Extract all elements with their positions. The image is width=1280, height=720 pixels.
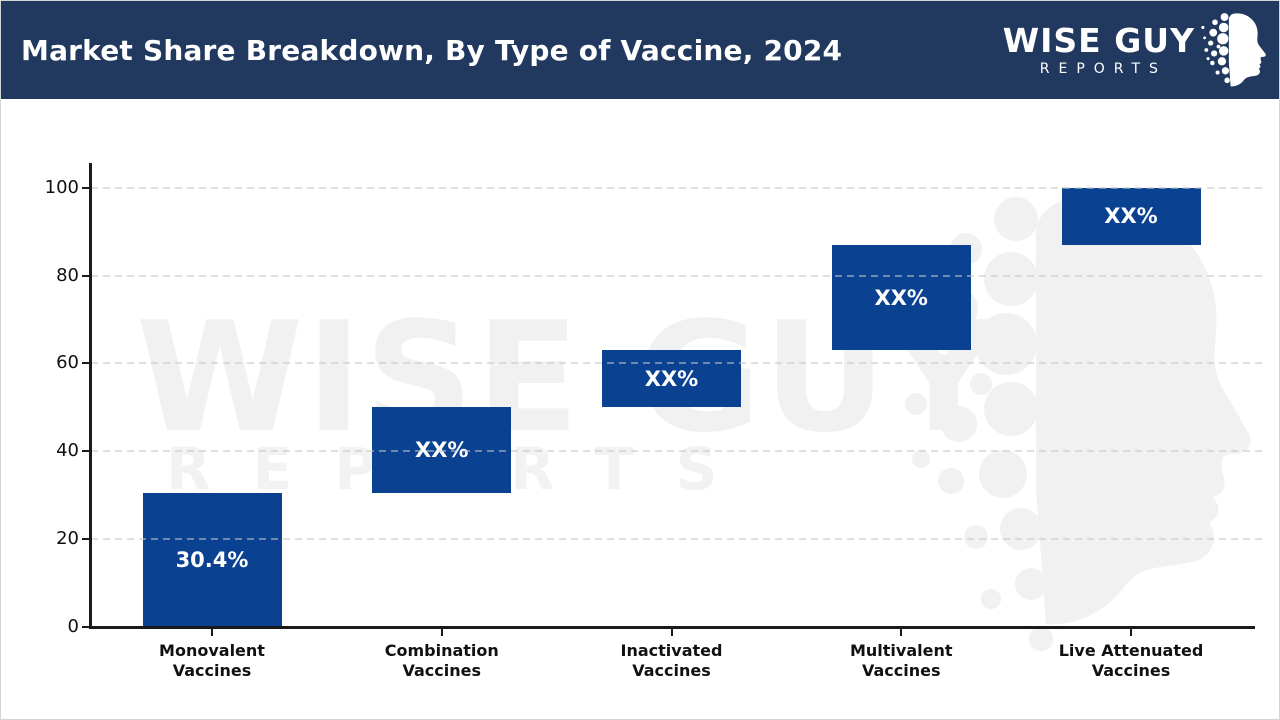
y-gridline (91, 186, 1263, 189)
bar: XX% (1061, 187, 1201, 245)
x-axis-tick (670, 628, 673, 636)
y-gridline (91, 537, 1263, 540)
plot-region: 0 20 40 60 80 100 30.4% Monovalent Vaccines XX% C… (1, 99, 1279, 719)
x-axis-category-label: Monovalent Vaccines (159, 641, 265, 680)
wise-guy-reports-logo: WISE GUY REPORTS (1003, 7, 1279, 93)
y-axis-tick (82, 362, 89, 365)
x-axis-tick (440, 628, 443, 636)
y-axis-tick-label: 60 (56, 352, 79, 374)
x-axis-tick (1130, 628, 1132, 636)
y-axis-tick (82, 450, 89, 453)
y-axis-tick (82, 186, 89, 189)
bar: 30.4% (142, 493, 282, 627)
logo-brand-bottom: REPORTS (1039, 61, 1167, 77)
y-gridline (91, 450, 1263, 453)
x-axis-line (89, 626, 1255, 629)
logo-brand-top: WISE GUY (1002, 21, 1195, 60)
header-bar: Market Share Breakdown, By Type of Vacci… (1, 1, 1279, 99)
logo-wordmark: WISE GUY REPORTS (1003, 24, 1195, 76)
bar-value-label: XX% (874, 285, 928, 310)
y-axis-tick (82, 625, 89, 628)
x-axis-tick (900, 628, 903, 636)
x-axis-category-label: Inactivated Vaccines (620, 641, 723, 680)
y-axis-tick (82, 537, 89, 540)
chart-area: WISE GUY REPORTS 02040608010030.4%Monova… (1, 99, 1279, 719)
y-gridline (91, 362, 1263, 365)
x-axis-tick (211, 628, 213, 636)
bar: XX% (602, 350, 741, 408)
y-axis-tick-label: 40 (56, 440, 79, 462)
y-axis-tick-label: 0 (67, 615, 79, 637)
y-axis-tick (82, 274, 89, 277)
y-axis-tick-label: 100 (44, 176, 79, 198)
dotted-head-profile-icon (1201, 13, 1266, 87)
x-axis-category-label: Live Attenuated Vaccines (1058, 641, 1204, 680)
bar-value-label: XX% (1104, 204, 1158, 229)
bar-value-label: XX% (644, 366, 699, 391)
y-axis-line (89, 163, 92, 628)
bar-value-label: 30.4% (175, 547, 249, 572)
x-axis-category-label: Multivalent Vaccines (849, 641, 953, 680)
y-axis-tick-label: 80 (56, 264, 79, 286)
y-axis-tick-label: 20 (56, 527, 79, 549)
bar: XX% (831, 244, 971, 351)
y-gridline (91, 274, 1263, 277)
x-axis-category-label: Combination Vaccines (384, 641, 499, 680)
page-title: Market Share Breakdown, By Type of Vacci… (21, 33, 843, 67)
